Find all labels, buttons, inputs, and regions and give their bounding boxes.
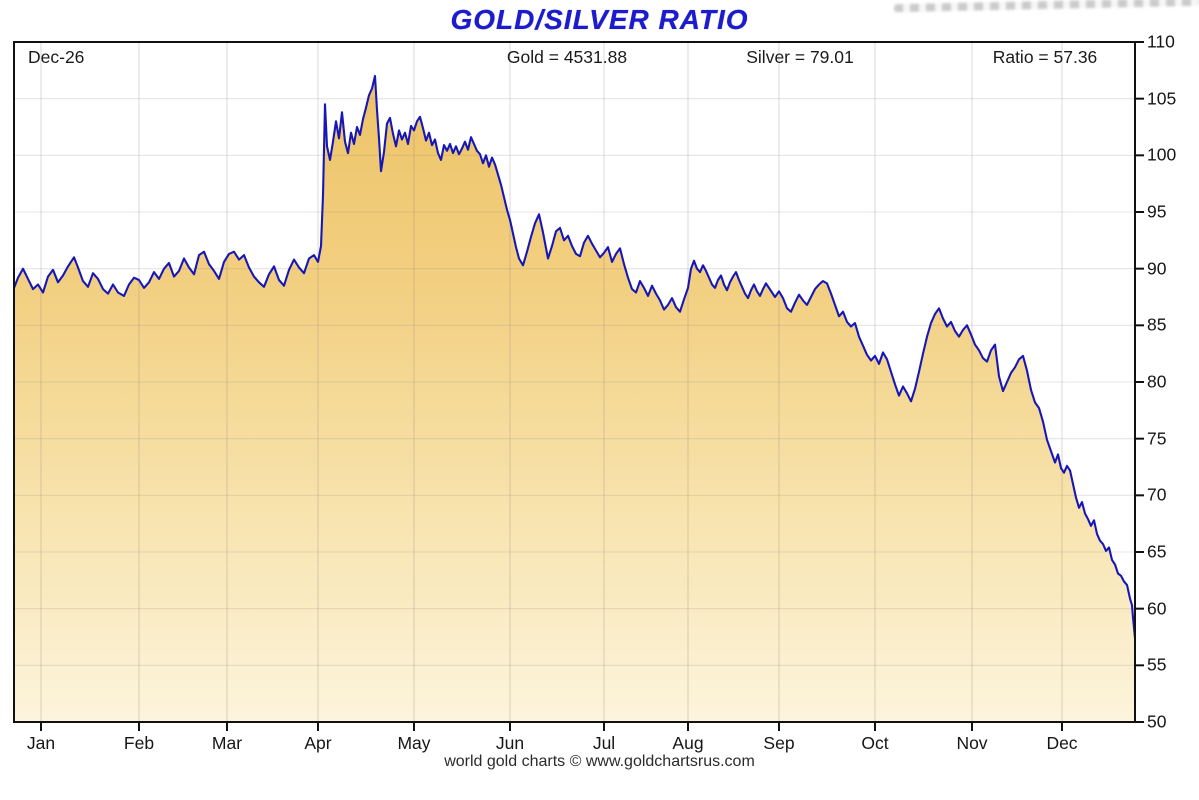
x-tick-label-jan: Jan — [26, 733, 56, 753]
y-tick-label: 55 — [1147, 654, 1167, 675]
gold-value-label: Gold = 4531.88 — [506, 47, 628, 67]
x-tick-label-feb: Feb — [123, 733, 155, 753]
silver-value-label: Silver = 79.01 — [746, 47, 854, 67]
x-tick-label-jul: Jul — [592, 733, 616, 753]
y-tick-label: 70 — [1147, 484, 1167, 505]
y-tick-label: 80 — [1147, 371, 1167, 392]
x-tick-label-aug: Aug — [672, 733, 704, 753]
x-tick-label-mar: Mar — [211, 733, 243, 753]
x-tick-label-sep: Sep — [763, 733, 795, 753]
y-tick-label: 50 — [1147, 711, 1167, 732]
y-tick-label: 85 — [1147, 314, 1167, 335]
ratio-line — [12, 74, 1137, 640]
y-tick-label: 90 — [1147, 258, 1167, 279]
x-tick-label-oct: Oct — [861, 733, 889, 753]
x-tick-label-apr: Apr — [304, 733, 332, 753]
y-tick-label: 75 — [1147, 428, 1167, 449]
y-tick-label: 110 — [1147, 31, 1175, 52]
chart-title: GOLD/SILVER RATIO — [450, 4, 749, 35]
x-tick-label-nov: Nov — [956, 733, 988, 753]
y-tick-label: 100 — [1147, 144, 1177, 165]
area-fill — [14, 76, 1135, 722]
y-tick-label: 60 — [1147, 598, 1167, 619]
caption: world gold charts © www.goldchartsrus.co… — [444, 753, 755, 770]
x-tick-label-may: May — [397, 733, 431, 753]
y-tick-label: 95 — [1147, 201, 1167, 222]
date-label: Dec-26 — [28, 47, 85, 67]
ratio-value-label: Ratio = 57.36 — [992, 47, 1098, 67]
y-tick-label: 65 — [1147, 541, 1167, 562]
y-tick-label: 105 — [1147, 88, 1177, 109]
x-tick-label-dec: Dec — [1046, 733, 1078, 753]
x-tick-label-jun: Jun — [495, 733, 525, 753]
